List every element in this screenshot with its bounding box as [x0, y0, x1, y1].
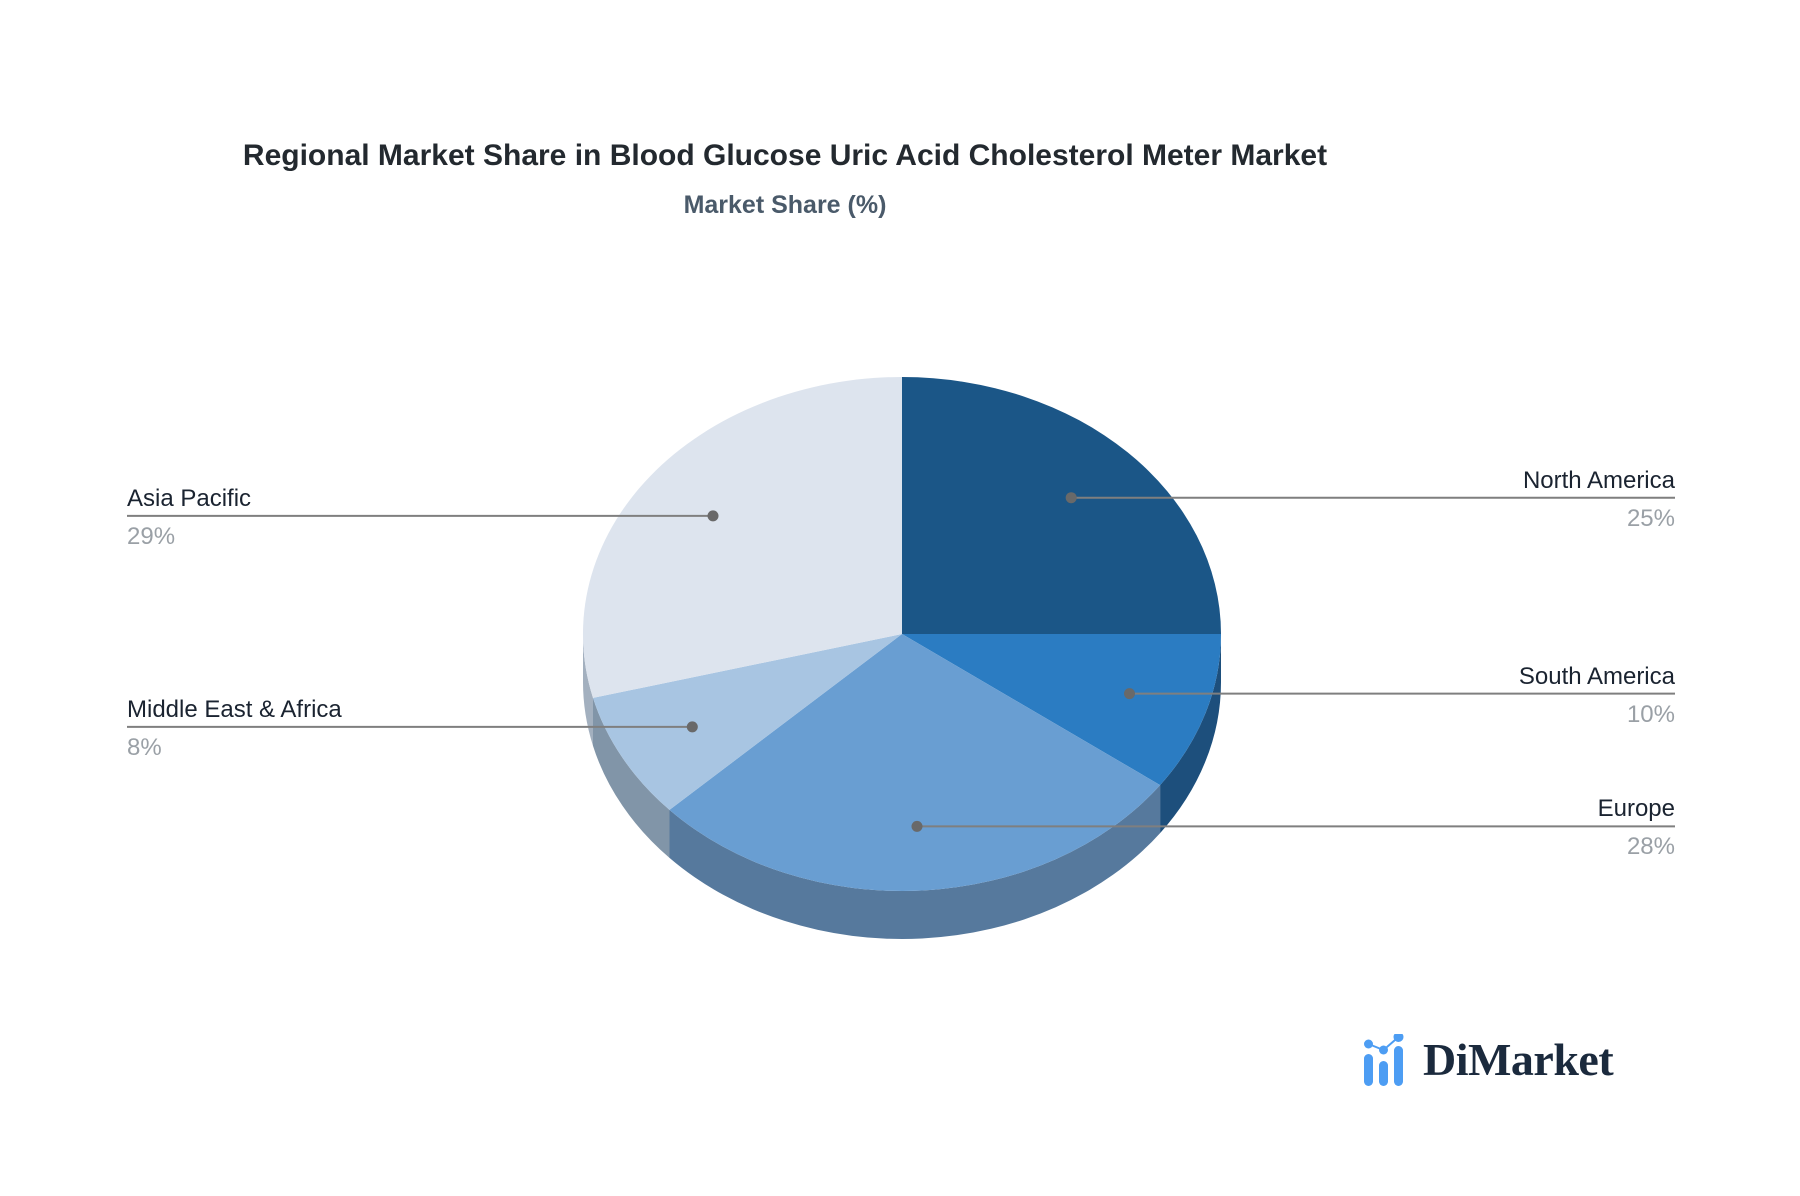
- pie-slice-asia-pacific: [582, 377, 902, 698]
- callout-dot-north-america: [1065, 492, 1077, 504]
- callout-dot-asia-pacific: [707, 510, 719, 522]
- chart-header: Regional Market Share in Blood Glucose U…: [0, 138, 1570, 220]
- pie-slice-south-america: [902, 634, 1221, 786]
- callout-dot-middle-east-africa: [686, 721, 698, 733]
- logo-bar-3: [1394, 1046, 1403, 1086]
- dimarket-logo: DiMarket: [1364, 1034, 1614, 1086]
- logo-dot-3: [1393, 1034, 1404, 1042]
- logo-bar-2: [1379, 1061, 1388, 1086]
- pie-side-middle-east-africa: [593, 697, 670, 858]
- chart-subtitle: Market Share (%): [683, 191, 887, 219]
- dimarket-logo-text: DiMarket: [1423, 1034, 1614, 1085]
- chart-title: Regional Market Share in Blood Glucose U…: [242, 139, 1328, 172]
- pie-slice-middle-east-africa: [593, 634, 902, 810]
- pie-slice-north-america: [902, 377, 1221, 634]
- logo-bar-1: [1364, 1054, 1373, 1086]
- pie-side-europe: [669, 785, 1161, 939]
- callout-dot-south-america: [1124, 688, 1135, 700]
- logo-dot-1: [1364, 1039, 1373, 1049]
- logo-dot-2: [1379, 1045, 1388, 1055]
- dimarket-logo-icon: [1364, 1034, 1404, 1086]
- pie-side-walls: [583, 634, 1221, 939]
- pie-top-slices: [582, 377, 1221, 891]
- pie-side-south-america: [1160, 634, 1221, 834]
- callout-dot-europe: [911, 820, 923, 832]
- pie-callouts: [127, 492, 1675, 832]
- pie-side-asia-pacific: [583, 634, 593, 746]
